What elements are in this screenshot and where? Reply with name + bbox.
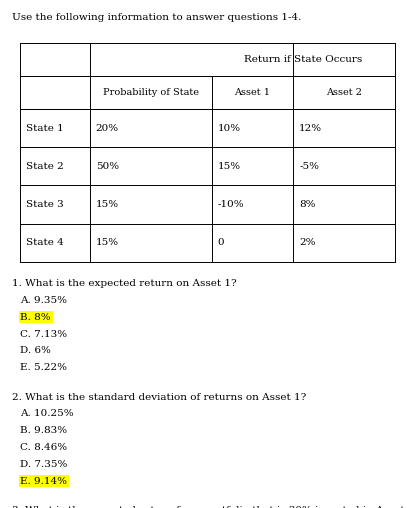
Text: Asset 1: Asset 1 (234, 88, 270, 97)
Text: 2%: 2% (299, 238, 316, 247)
Text: 0: 0 (218, 238, 224, 247)
Text: B. 8%: B. 8% (20, 313, 51, 322)
Text: -10%: -10% (218, 200, 244, 209)
Text: Probability of State: Probability of State (103, 88, 199, 97)
Text: 1. What is the expected return on Asset 1?: 1. What is the expected return on Asset … (12, 279, 237, 289)
Text: E. 9.14%: E. 9.14% (20, 477, 67, 486)
Text: State 1: State 1 (26, 124, 64, 133)
Text: 15%: 15% (96, 200, 119, 209)
Text: Asset 2: Asset 2 (326, 88, 362, 97)
Text: State 2: State 2 (26, 162, 64, 171)
Text: 20%: 20% (96, 124, 119, 133)
Text: 15%: 15% (218, 162, 241, 171)
Text: Use the following information to answer questions 1-4.: Use the following information to answer … (12, 13, 302, 22)
Text: 8%: 8% (299, 200, 316, 209)
Text: D. 6%: D. 6% (20, 346, 51, 356)
Text: 2. What is the standard deviation of returns on Asset 1?: 2. What is the standard deviation of ret… (12, 393, 306, 402)
Text: State 4: State 4 (26, 238, 64, 247)
Text: 10%: 10% (218, 124, 241, 133)
Text: 12%: 12% (299, 124, 322, 133)
Text: C. 7.13%: C. 7.13% (20, 330, 68, 339)
Text: 15%: 15% (96, 238, 119, 247)
Text: D. 7.35%: D. 7.35% (20, 460, 68, 469)
Text: A. 9.35%: A. 9.35% (20, 296, 67, 305)
Text: Return if State Occurs: Return if State Occurs (244, 55, 362, 64)
Text: E. 5.22%: E. 5.22% (20, 363, 67, 372)
Text: State 3: State 3 (26, 200, 64, 209)
Text: 3. What is the expected return for a portfolio that is 30% invested in Asset 1?: 3. What is the expected return for a por… (12, 506, 407, 508)
Text: A. 10.25%: A. 10.25% (20, 409, 74, 419)
Text: 50%: 50% (96, 162, 119, 171)
Text: B. 9.83%: B. 9.83% (20, 426, 68, 435)
Text: C. 8.46%: C. 8.46% (20, 443, 68, 452)
Text: -5%: -5% (299, 162, 319, 171)
